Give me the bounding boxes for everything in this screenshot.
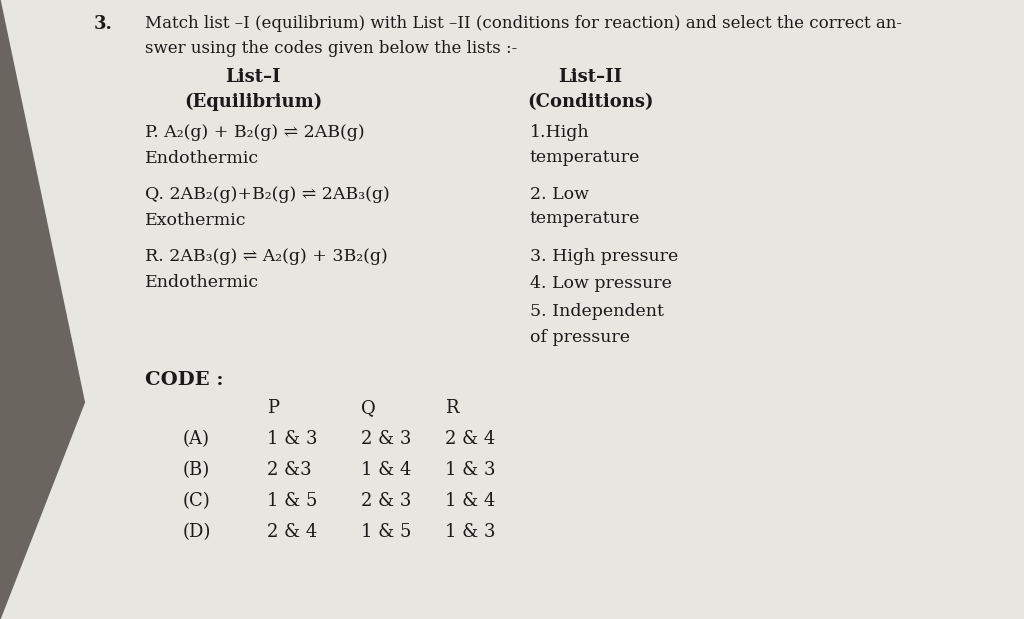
Text: 2 & 3: 2 & 3 [361, 430, 412, 448]
Text: temperature: temperature [529, 149, 640, 165]
Text: 1 & 3: 1 & 3 [445, 523, 496, 541]
Text: 5. Independent: 5. Independent [529, 303, 664, 320]
Text: 1 & 5: 1 & 5 [267, 492, 317, 510]
Text: 3.: 3. [94, 15, 113, 33]
Text: Exothermic: Exothermic [145, 212, 247, 228]
Text: 2 & 4: 2 & 4 [267, 523, 317, 541]
Text: Endothermic: Endothermic [145, 274, 259, 290]
Text: CODE :: CODE : [145, 371, 224, 389]
Text: (C): (C) [183, 492, 211, 510]
Text: Match list –I (equilibrium) with List –II (conditions for reaction) and select t: Match list –I (equilibrium) with List –I… [145, 15, 902, 32]
Text: 3. High pressure: 3. High pressure [529, 248, 678, 264]
Text: Q: Q [361, 399, 376, 417]
Text: 2. Low: 2. Low [529, 186, 589, 202]
Text: 1.High: 1.High [529, 124, 590, 141]
Text: temperature: temperature [529, 210, 640, 227]
Text: List–II: List–II [559, 68, 623, 86]
Text: of pressure: of pressure [529, 329, 630, 346]
Text: (Equilibrium): (Equilibrium) [184, 93, 323, 111]
Text: (D): (D) [183, 523, 211, 541]
Text: 1 & 4: 1 & 4 [445, 492, 496, 510]
Text: 1 & 3: 1 & 3 [267, 430, 317, 448]
Text: 1 & 5: 1 & 5 [361, 523, 412, 541]
Text: 4. Low pressure: 4. Low pressure [529, 275, 672, 292]
Text: 2 & 3: 2 & 3 [361, 492, 412, 510]
Text: Endothermic: Endothermic [145, 150, 259, 167]
Text: swer using the codes given below the lists :-: swer using the codes given below the lis… [145, 40, 517, 57]
Text: 2 & 4: 2 & 4 [445, 430, 496, 448]
Polygon shape [0, 0, 84, 619]
Text: 1 & 3: 1 & 3 [445, 461, 496, 479]
Text: List–I: List–I [225, 68, 281, 86]
Text: (A): (A) [183, 430, 210, 448]
Text: P. A₂(g) + B₂(g) ⇌ 2AB(g): P. A₂(g) + B₂(g) ⇌ 2AB(g) [145, 124, 365, 141]
Text: 1 & 4: 1 & 4 [361, 461, 412, 479]
Text: Q. 2AB₂(g)+B₂(g) ⇌ 2AB₃(g): Q. 2AB₂(g)+B₂(g) ⇌ 2AB₃(g) [145, 186, 390, 202]
Text: P: P [267, 399, 280, 417]
Text: (B): (B) [183, 461, 210, 479]
Text: R: R [445, 399, 459, 417]
Text: (Conditions): (Conditions) [527, 93, 654, 111]
Text: 2 &3: 2 &3 [267, 461, 312, 479]
Text: R. 2AB₃(g) ⇌ A₂(g) + 3B₂(g): R. 2AB₃(g) ⇌ A₂(g) + 3B₂(g) [145, 248, 388, 264]
